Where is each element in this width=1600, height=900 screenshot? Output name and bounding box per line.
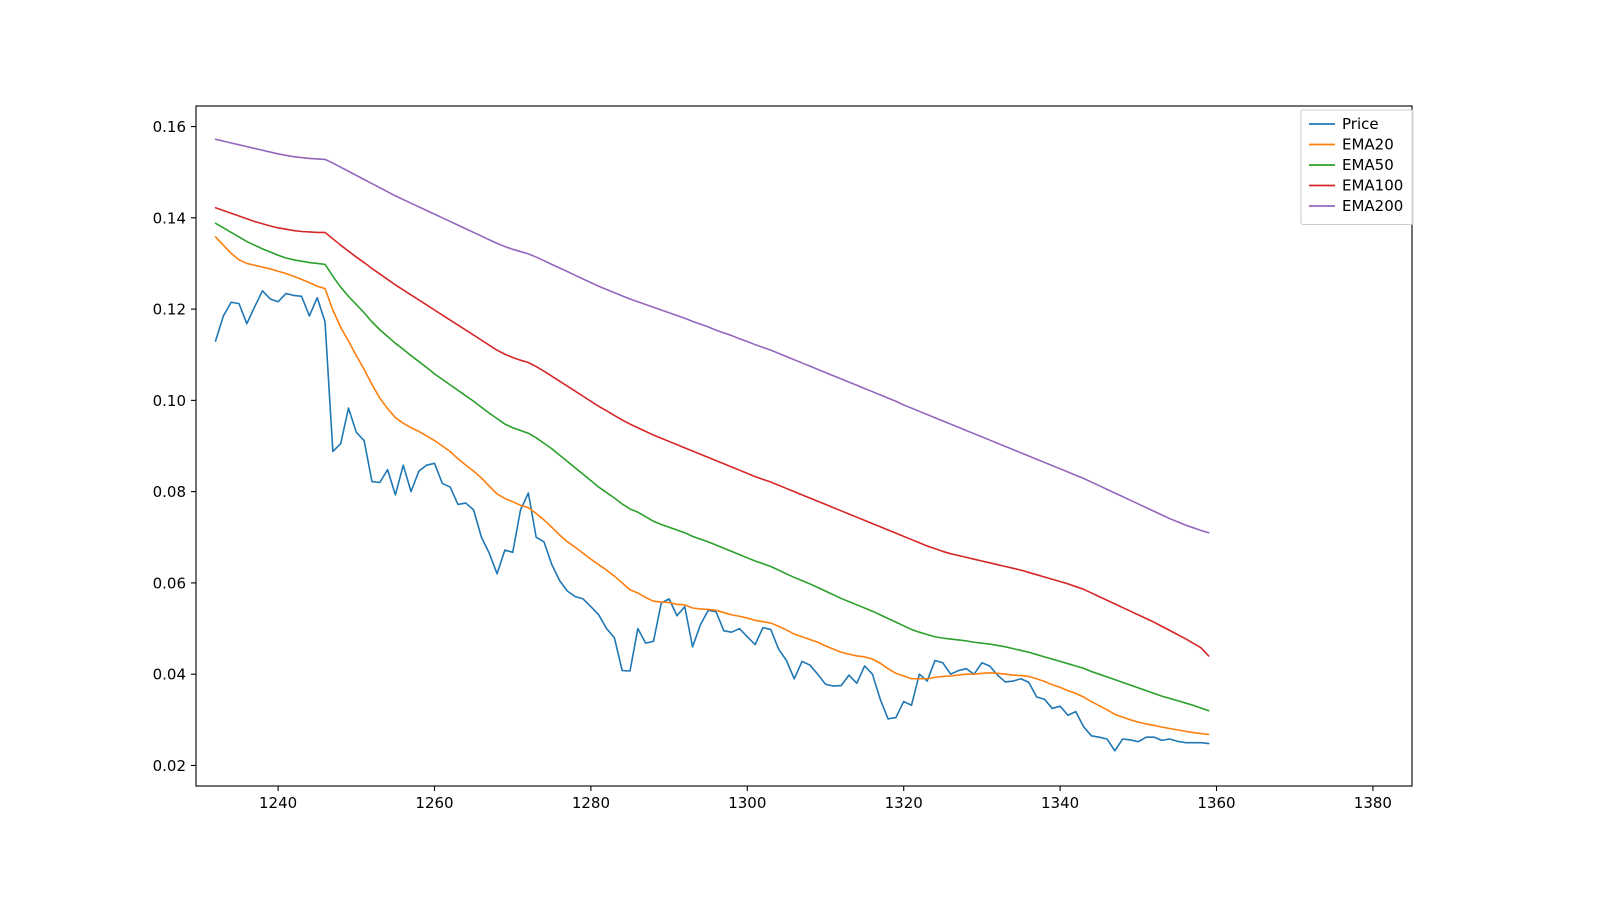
y-tick-label: 0.14 <box>153 209 186 227</box>
x-tick-label: 1260 <box>415 794 453 812</box>
series-line-ema20 <box>214 236 1210 736</box>
y-tick-label: 0.16 <box>153 118 186 136</box>
y-tick-label: 0.08 <box>153 483 186 501</box>
x-tick-label: 1300 <box>728 794 766 812</box>
legend-label-ema200[interactable]: EMA200 <box>1342 197 1403 215</box>
y-tick-label: 0.06 <box>153 574 186 592</box>
y-tick-label: 0.12 <box>153 301 186 319</box>
y-tick-label: 0.02 <box>153 757 186 775</box>
x-tick-label: 1240 <box>259 794 297 812</box>
legend-label-ema50[interactable]: EMA50 <box>1342 156 1394 174</box>
series-line-ema50 <box>214 222 1210 712</box>
axes: 0.02 0.04 0.06 0.08 0.10 0.12 0.14 0.16 1240 1260… <box>153 105 1413 812</box>
series-line-price <box>214 290 1210 752</box>
x-tick-label: 1360 <box>1197 794 1235 812</box>
legend-label-ema20[interactable]: EMA20 <box>1342 136 1394 154</box>
legend-frame <box>1300 109 1414 225</box>
y-tick-label: 0.04 <box>153 666 186 684</box>
series-line-ema200 <box>214 138 1210 534</box>
x-tick-label: 1320 <box>885 794 923 812</box>
x-tick-label: 1380 <box>1354 794 1392 812</box>
x-tick-label: 1280 <box>572 794 610 812</box>
legend-label-price[interactable]: Price <box>1342 115 1379 133</box>
y-tick-label: 0.10 <box>153 392 186 410</box>
plot-frame <box>195 105 1413 787</box>
series-lines <box>214 138 1210 752</box>
legend-label-ema100[interactable]: EMA100 <box>1342 177 1403 195</box>
series-line-ema100 <box>214 206 1210 657</box>
chart-legend[interactable]: Price EMA20 EMA50 EMA100 EMA200 <box>1300 109 1414 225</box>
x-tick-label: 1340 <box>1041 794 1079 812</box>
